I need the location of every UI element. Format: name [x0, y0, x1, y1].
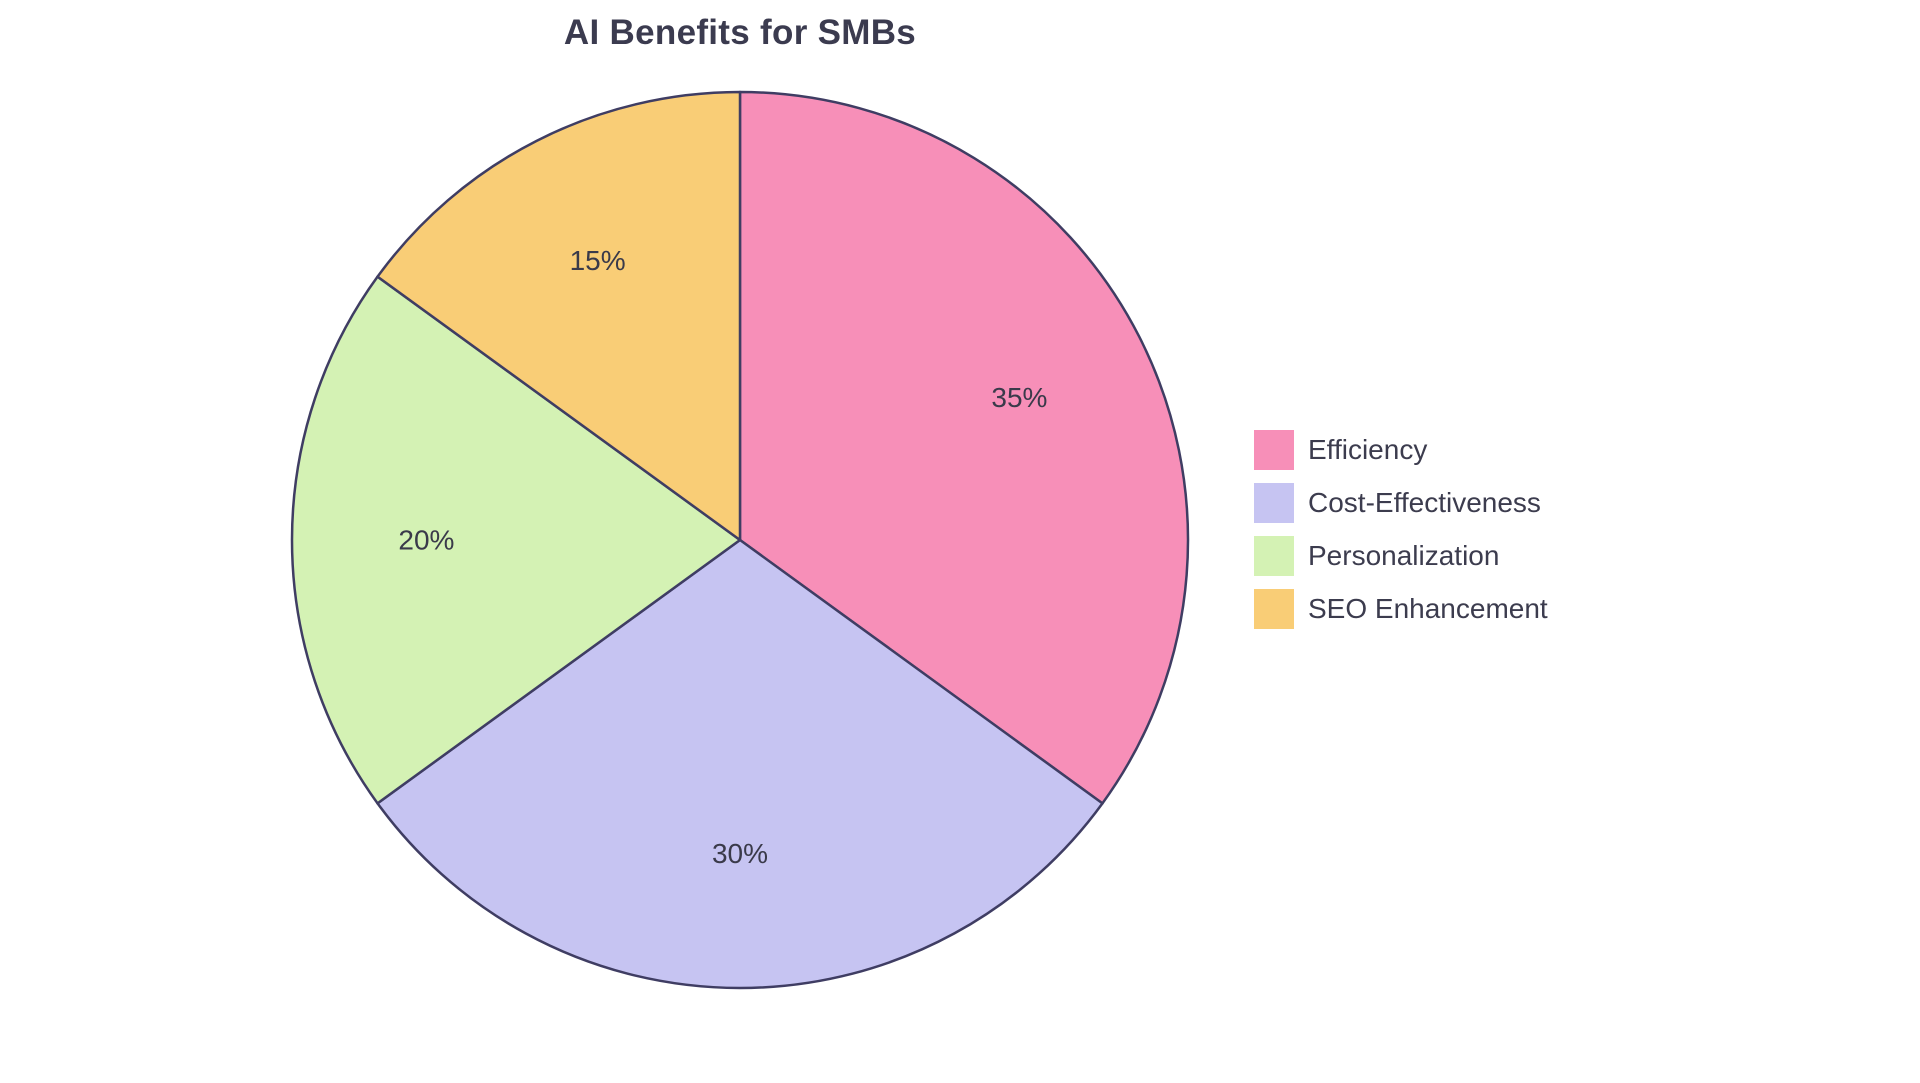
legend-swatch-efficiency: [1254, 430, 1294, 470]
pie-slice-seo-enhancement: [376, 90, 742, 542]
legend-swatch-cost-effectiveness: [1254, 483, 1294, 523]
legend: Efficiency Cost-Effectiveness Personalizat…: [1254, 430, 1548, 629]
slice-label-seo-enhancement: 15%: [570, 245, 626, 276]
legend-swatch-personalization: [1254, 536, 1294, 576]
legend-label-cost-effectiveness: Cost-Effectiveness: [1308, 487, 1541, 518]
slice-label-efficiency: 35%: [991, 382, 1047, 413]
slice-label-cost-effectiveness: 30%: [712, 838, 768, 869]
pie-slice-personalization: [290, 275, 742, 805]
legend-label-personalization: Personalization: [1308, 540, 1500, 571]
slice-label-personalization: 20%: [398, 525, 454, 556]
pie-slice-efficiency: [738, 90, 1190, 805]
legend-item-seo-enhancement[interactable]: SEO Enhancement: [1254, 589, 1548, 629]
legend-item-personalization[interactable]: Personalization: [1254, 536, 1548, 576]
legend-label-efficiency: Efficiency: [1308, 434, 1428, 465]
legend-item-efficiency[interactable]: Efficiency: [1254, 430, 1548, 470]
legend-label-seo-enhancement: SEO Enhancement: [1308, 593, 1548, 624]
pie-slice-cost-effectiveness: [376, 538, 1104, 990]
legend-item-cost-effectiveness[interactable]: Cost-Effectiveness: [1254, 483, 1548, 523]
chart-title: AI Benefits for SMBs: [563, 13, 917, 52]
legend-swatch-seo-enhancement: [1254, 589, 1294, 629]
